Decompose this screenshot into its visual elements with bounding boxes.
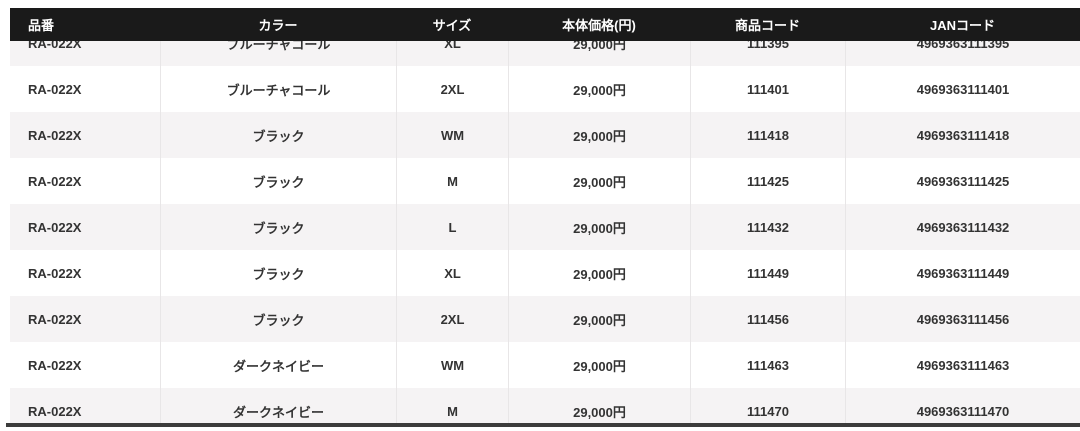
table-row: RA-022X ブラック M 29,000円 111425 4969363111425 (10, 158, 1080, 204)
cell-jan-code: 4969363111418 (845, 112, 1080, 158)
cell-part-number: RA-022X (28, 81, 82, 97)
cell-price: 29,000円 (508, 388, 690, 423)
cell-price: 29,000円 (508, 250, 690, 296)
cell-price: 29,000円 (508, 342, 690, 388)
cell-part-number: RA-022X (28, 403, 82, 419)
cell-size: 2XL (396, 296, 508, 342)
table-row: RA-022X ブラック XL 29,000円 111449 4969363111449 (10, 250, 1080, 296)
product-spec-table: 品番 カラー サイズ 本体価格(円) 商品コード JANコード RA-022X ブルーチャコ… (10, 8, 1080, 423)
cell-size: 2XL (396, 66, 508, 112)
table-body: RA-022X ブルーチャコール XL 29,000円 111395 4969363111… (10, 20, 1080, 423)
cell-item-code: 111470 (690, 388, 845, 423)
cell-price: 29,000円 (508, 158, 690, 204)
cell-price: 29,000円 (508, 296, 690, 342)
cell-size: M (396, 158, 508, 204)
cell-jan-code: 4969363111401 (845, 66, 1080, 112)
cell-size: M (396, 388, 508, 423)
column-header-color: カラー (258, 18, 298, 33)
table-row: RA-022X ブラック 2XL 29,000円 111456 4969363111456 (10, 296, 1080, 342)
cell-part-number: RA-022X (28, 173, 82, 189)
cell-item-code: 111425 (690, 158, 845, 204)
cell-color: ダークネイビー (160, 342, 396, 388)
cell-part-number: RA-022X (28, 127, 82, 143)
table-header-row: 品番 カラー サイズ 本体価格(円) 商品コード JANコード (10, 8, 1080, 41)
column-header-price: 本体価格(円) (562, 18, 636, 33)
cell-color: ブラック (160, 112, 396, 158)
column-header-item-code: 商品コード (734, 18, 800, 33)
cell-color: ダークネイビー (160, 388, 396, 423)
cell-item-code: 111401 (690, 66, 845, 112)
cell-item-code: 111463 (690, 342, 845, 388)
cell-jan-code: 4969363111432 (845, 204, 1080, 250)
cell-color: ブルーチャコール (160, 66, 396, 112)
table-row: RA-022X ブラック WM 29,000円 111418 4969363111418 (10, 112, 1080, 158)
cell-part-number: RA-022X (28, 357, 82, 373)
cell-item-code: 111449 (690, 250, 845, 296)
cell-part-number: RA-022X (28, 265, 82, 281)
table-row: RA-022X ダークネイビー M 29,000円 111470 496936311147… (10, 388, 1080, 423)
cell-price: 29,000円 (508, 204, 690, 250)
column-header-size: サイズ (432, 18, 472, 33)
cell-color: ブラック (160, 296, 396, 342)
cell-price: 29,000円 (508, 66, 690, 112)
cell-part-number: RA-022X (28, 219, 82, 235)
cell-jan-code: 4969363111470 (845, 388, 1080, 423)
cell-item-code: 111456 (690, 296, 845, 342)
cell-price: 29,000円 (508, 112, 690, 158)
cell-jan-code: 4969363111463 (845, 342, 1080, 388)
table-row: RA-022X ダークネイビー WM 29,000円 111463 49693631114… (10, 342, 1080, 388)
cell-jan-code: 4969363111449 (845, 250, 1080, 296)
table-row: RA-022X ブラック L 29,000円 111432 4969363111432 (10, 204, 1080, 250)
cell-size: L (396, 204, 508, 250)
cell-color: ブラック (160, 250, 396, 296)
cell-size: XL (396, 250, 508, 296)
cell-jan-code: 4969363111425 (845, 158, 1080, 204)
cell-color: ブラック (160, 158, 396, 204)
cell-item-code: 111432 (690, 204, 845, 250)
column-header-jan-code: JANコード (929, 18, 995, 33)
cell-size: WM (396, 112, 508, 158)
cell-part-number: RA-022X (28, 311, 82, 327)
table-row: RA-022X ブルーチャコール 2XL 29,000円 111401 496936311… (10, 66, 1080, 112)
cell-size: WM (396, 342, 508, 388)
cell-color: ブラック (160, 204, 396, 250)
cell-item-code: 111418 (690, 112, 845, 158)
column-header-part-number: 品番 (28, 18, 55, 33)
bottom-divider (6, 423, 1080, 427)
cell-jan-code: 4969363111456 (845, 296, 1080, 342)
